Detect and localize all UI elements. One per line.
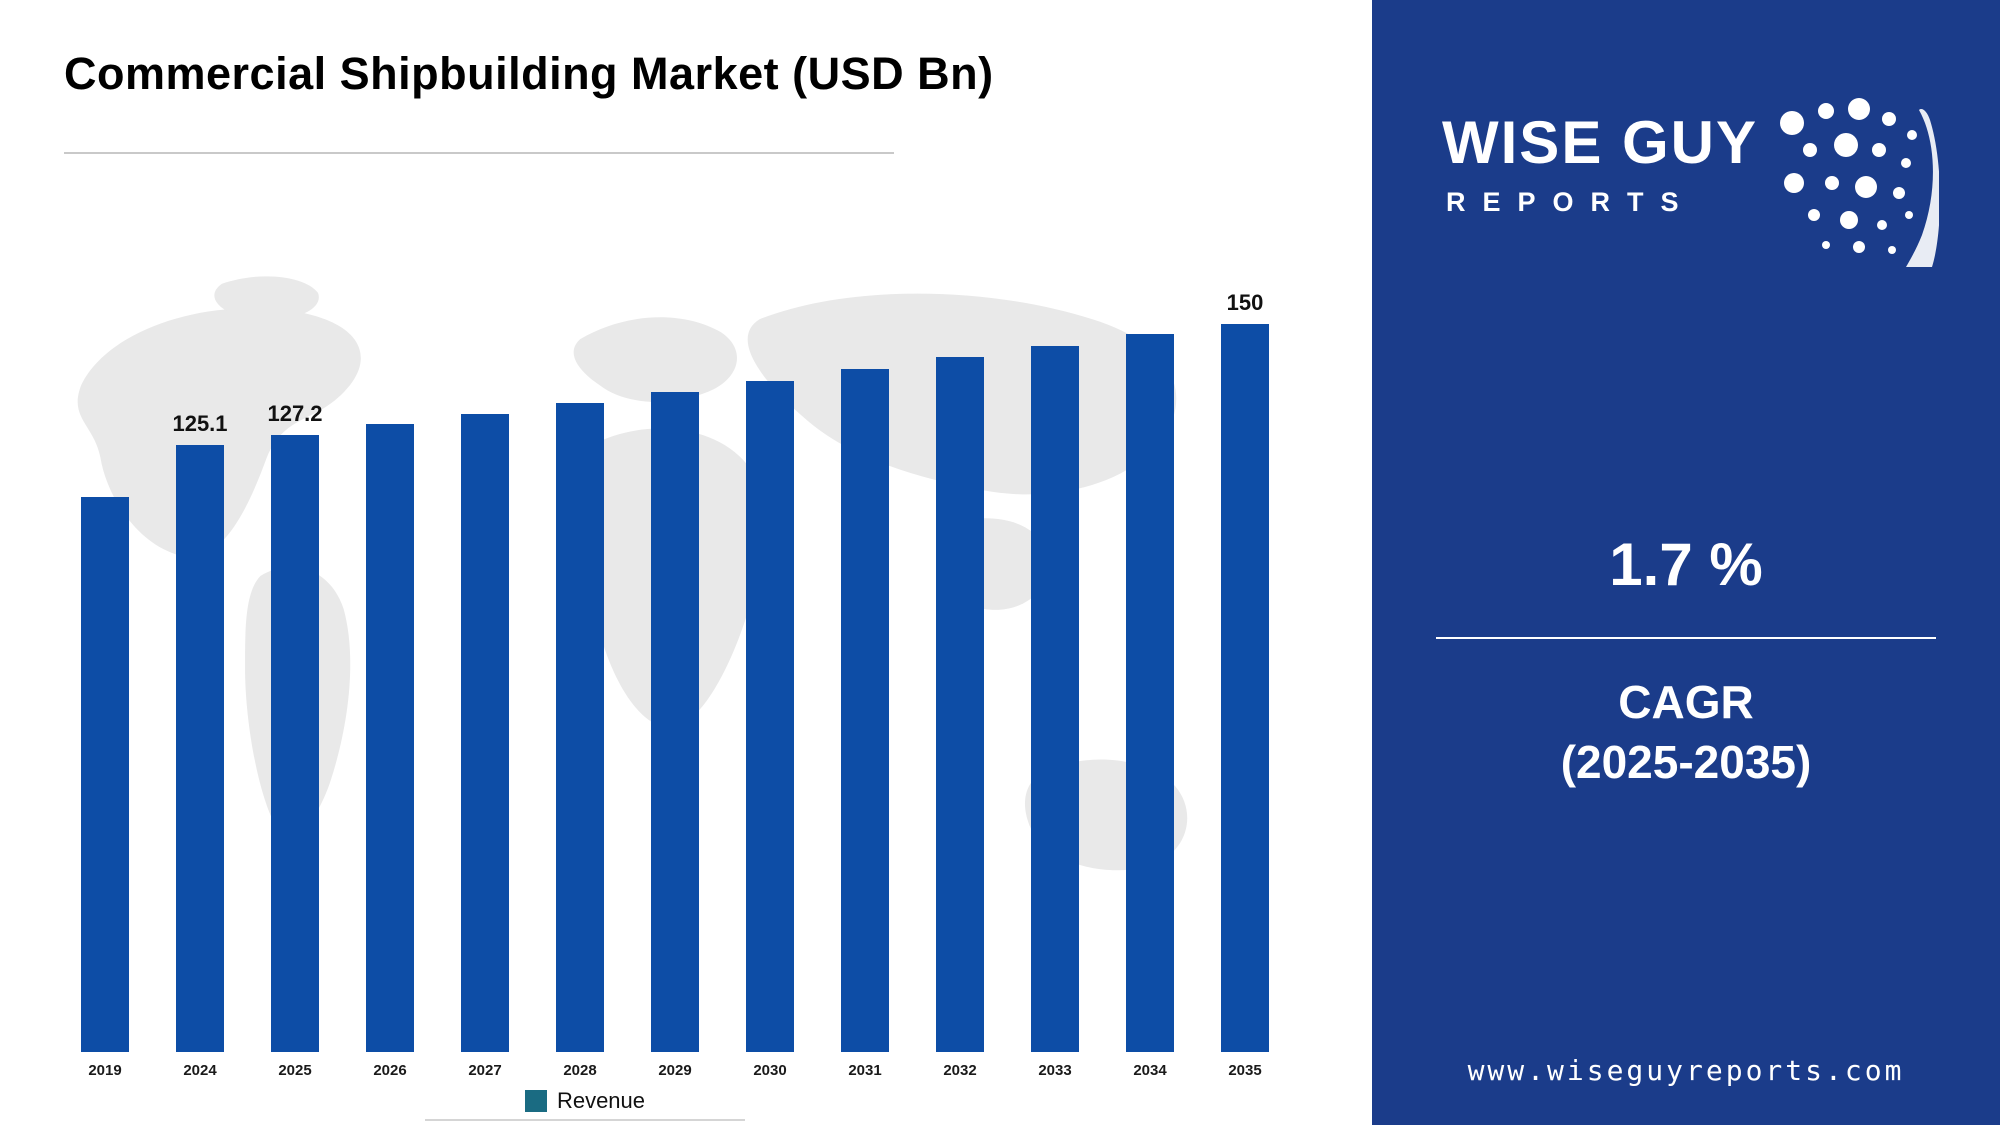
x-tick-label: 2019: [88, 1062, 122, 1079]
bar-column-2029: 2029: [650, 358, 700, 1080]
bar-value-label: 127.2: [267, 401, 323, 426]
bar-column-2024: 125.1 2024: [172, 411, 228, 1080]
bar-column-2026: 2026: [365, 390, 415, 1080]
revenue-bar-2033: [1031, 346, 1079, 1052]
legend-label-revenue: Revenue: [556, 1088, 646, 1113]
x-tick-label: 2032: [943, 1062, 977, 1079]
revenue-bar-2035: [1221, 324, 1269, 1052]
bar-chart-plot: 2019 125.1 2024 127.2 2025 2026 2027 2028 2029 20…: [80, 290, 1270, 1080]
revenue-bar-2019: [81, 497, 129, 1052]
bar-value-label: 150: [1226, 290, 1264, 315]
x-tick-label: 2031: [848, 1062, 882, 1079]
revenue-bar-2032: [936, 357, 984, 1052]
cagr-divider: [1436, 637, 1936, 639]
x-tick-label: 2035: [1228, 1062, 1262, 1079]
x-tick-label: 2028: [563, 1062, 597, 1079]
revenue-bar-2031: [841, 369, 889, 1052]
cagr-range: (2025-2035): [1560, 735, 1812, 788]
bar-column-2034: 2034: [1125, 300, 1175, 1080]
bar-column-2032: 2032: [935, 323, 985, 1080]
x-tick-label: 2026: [373, 1062, 407, 1079]
revenue-bar-2029: [651, 392, 699, 1052]
bar-column-2019: 2019: [80, 463, 130, 1080]
x-tick-label: 2030: [753, 1062, 787, 1079]
revenue-bar-2027: [461, 414, 509, 1052]
logo-wordmark-line2: REPORTS: [1446, 187, 1696, 217]
legend-divider: [425, 1119, 745, 1121]
revenue-bar-2025: [271, 435, 319, 1052]
chart-panel: Commercial Shipbuilding Market (USD Bn) …: [64, 48, 1270, 1121]
title-divider: [64, 152, 894, 154]
chart-title: Commercial Shipbuilding Market (USD Bn): [64, 48, 994, 99]
x-tick-label: 2033: [1038, 1062, 1072, 1079]
bar-column-2030: 2030: [745, 347, 795, 1080]
x-tick-label: 2025: [278, 1062, 312, 1079]
bar-column-2027: 2027: [460, 380, 510, 1080]
cagr-block: 1.7 % CAGR (2025-2035): [1372, 530, 2000, 793]
x-tick-label: 2024: [183, 1062, 217, 1079]
x-tick-label: 2029: [658, 1062, 692, 1079]
logo-wordmark-line1: WISE GUY: [1442, 109, 1759, 176]
cagr-value: 1.7 %: [1609, 531, 1763, 598]
bar-column-2033: 2033: [1030, 312, 1080, 1080]
bar-value-label: 125.1: [172, 411, 228, 436]
x-tick-label: 2027: [468, 1062, 502, 1079]
logo-head-dots-icon: [1780, 98, 1940, 267]
bar-column-2035: 150 2035: [1220, 290, 1270, 1080]
revenue-bar-2028: [556, 403, 604, 1052]
revenue-bar-2026: [366, 424, 414, 1052]
cagr-label: CAGR: [1618, 676, 1754, 728]
x-tick-label: 2034: [1133, 1062, 1167, 1079]
logo-text: WISE GUY REPORTS: [1442, 113, 1758, 218]
bar-column-2025: 127.2 2025: [267, 401, 323, 1080]
legend-swatch-revenue: [524, 1090, 547, 1112]
website-url: www.wiseguyreports.com: [1467, 1054, 1905, 1087]
revenue-bar-2034: [1126, 334, 1174, 1052]
wise-guy-reports-logo: WISE GUY REPORTS: [1442, 95, 1962, 275]
revenue-bar-2024: [176, 445, 224, 1052]
bar-column-2028: 2028: [555, 369, 605, 1080]
chart-legend: Revenue: [80, 1088, 1090, 1117]
revenue-bar-2030: [746, 381, 794, 1052]
bar-column-2031: 2031: [840, 335, 890, 1080]
sidebar: WISE GUY REPORTS: [1372, 0, 2000, 1125]
